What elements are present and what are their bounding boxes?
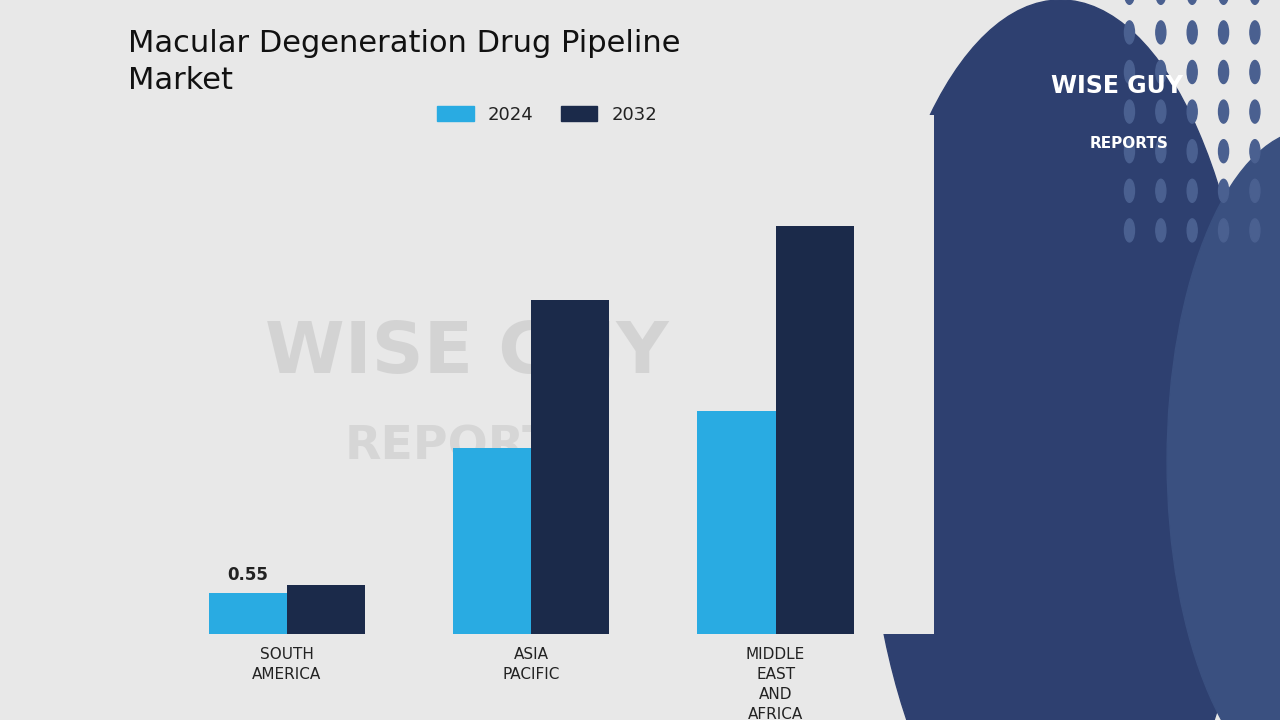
Bar [209,593,287,634]
Circle shape [1249,21,1260,44]
Circle shape [1156,100,1166,123]
Text: REPORTS: REPORTS [1091,137,1169,151]
Circle shape [1167,130,1280,720]
Circle shape [1124,0,1134,4]
Text: WISE GUY: WISE GUY [265,319,668,388]
Circle shape [1249,179,1260,202]
Circle shape [1219,0,1229,4]
Text: 0.55: 0.55 [228,566,269,584]
Legend: 2024, 2032: 2024, 2032 [430,99,664,131]
Circle shape [1219,100,1229,123]
Circle shape [1249,0,1260,4]
Circle shape [1124,21,1134,44]
Text: Macular Degeneration Drug Pipeline
Market: Macular Degeneration Drug Pipeline Marke… [128,29,681,95]
Circle shape [1187,100,1197,123]
Bar [776,226,854,634]
Circle shape [1187,0,1197,4]
Circle shape [1156,179,1166,202]
Circle shape [1249,100,1260,123]
Circle shape [1187,140,1197,163]
Circle shape [1219,140,1229,163]
Circle shape [1156,0,1166,4]
Circle shape [867,0,1254,720]
Circle shape [1219,60,1229,84]
Bar [531,300,609,634]
Circle shape [1156,21,1166,44]
Bar [453,449,531,634]
Text: REPORTS: REPORTS [344,425,589,469]
Circle shape [1124,100,1134,123]
Circle shape [1187,21,1197,44]
Text: WISE GUY: WISE GUY [1051,74,1183,99]
Circle shape [1249,219,1260,242]
Circle shape [1156,140,1166,163]
Circle shape [1219,21,1229,44]
Circle shape [1124,140,1134,163]
Circle shape [1187,219,1197,242]
Bar [698,411,776,634]
Circle shape [1156,60,1166,84]
Circle shape [1249,140,1260,163]
Circle shape [1124,179,1134,202]
Bar [287,585,365,634]
Circle shape [1219,219,1229,242]
Circle shape [1156,219,1166,242]
Circle shape [1124,219,1134,242]
Circle shape [1187,60,1197,84]
Circle shape [1124,60,1134,84]
Circle shape [1187,179,1197,202]
Circle shape [1249,60,1260,84]
Circle shape [1219,179,1229,202]
